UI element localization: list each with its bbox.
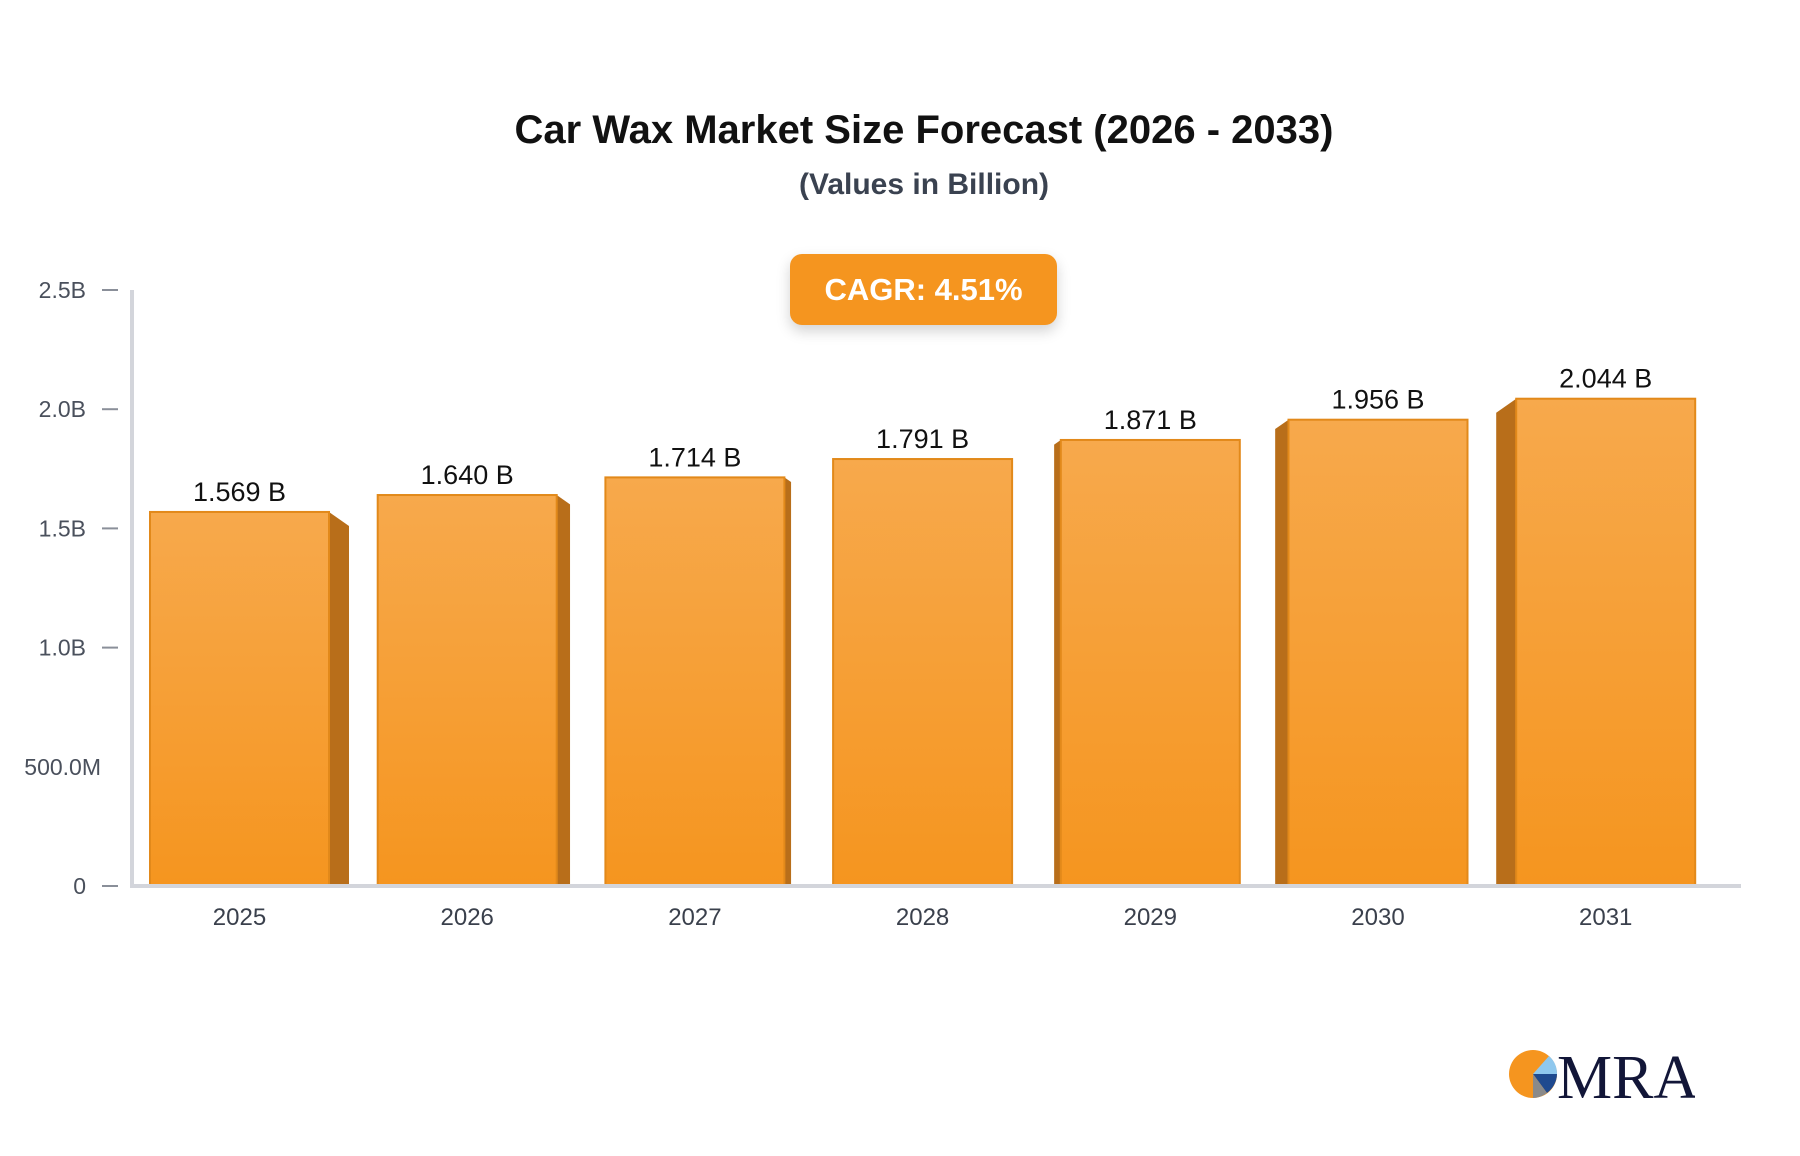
y-tick-label: 2.5B: [39, 277, 86, 303]
bar-side: [556, 495, 571, 886]
bar-group: 1.871 B: [1054, 405, 1241, 887]
chart-title: Car Wax Market Size Forecast (2026 - 203…: [514, 108, 1334, 152]
y-tick-label: 1.5B: [39, 515, 86, 541]
x-tick-label: 2031: [1579, 904, 1632, 931]
y-tick-label: 500.0M: [24, 754, 101, 780]
x-tick-label: 2029: [1124, 904, 1177, 931]
bar: [604, 476, 786, 887]
data-label: 1.791 B: [876, 424, 969, 454]
y-tick-label: 0: [73, 873, 86, 899]
x-tick-label: 2026: [441, 904, 494, 931]
data-label: 2.044 B: [1559, 364, 1652, 394]
bar: [1059, 438, 1241, 887]
bar: [832, 458, 1014, 887]
bar: [149, 510, 330, 887]
x-tick-label: 2028: [896, 904, 949, 931]
data-label: 1.714 B: [648, 442, 741, 472]
data-label: 1.640 B: [421, 460, 514, 490]
data-label: 1.569 B: [193, 477, 286, 507]
bar: [1515, 397, 1697, 887]
bar-side: [329, 511, 349, 886]
data-label: 1.871 B: [1104, 405, 1197, 435]
bar-side: [1054, 439, 1061, 886]
bar: [376, 494, 558, 887]
x-tick-label: 2030: [1351, 904, 1404, 931]
x-tick-label: 2027: [668, 904, 721, 931]
bar: [1287, 418, 1469, 887]
bar-group: 1.714 B: [604, 442, 792, 887]
x-tick-label: 2025: [213, 904, 266, 931]
bar-group: 1.640 B: [376, 460, 571, 887]
chart-subtitle: (Values in Billion): [798, 168, 1050, 201]
bar-group: 1.956 B: [1275, 385, 1469, 887]
bar-group: 1.791 B: [832, 424, 1014, 887]
bar-side: [784, 477, 792, 886]
bar-side: [1275, 419, 1289, 886]
data-label: 1.956 B: [1331, 385, 1424, 415]
bar-group: 2.044 B: [1496, 364, 1697, 887]
svg-text:MRA: MRA: [1557, 1044, 1695, 1110]
bar-side: [1496, 398, 1517, 886]
bar-group: 1.569 B: [149, 477, 349, 887]
y-tick-label: 2.0B: [39, 396, 86, 422]
cagr-badge: CAGR: 4.51%: [790, 254, 1057, 325]
y-tick-label: 1.0B: [39, 635, 86, 661]
mra-logo-icon: MRA: [1509, 1044, 1695, 1110]
